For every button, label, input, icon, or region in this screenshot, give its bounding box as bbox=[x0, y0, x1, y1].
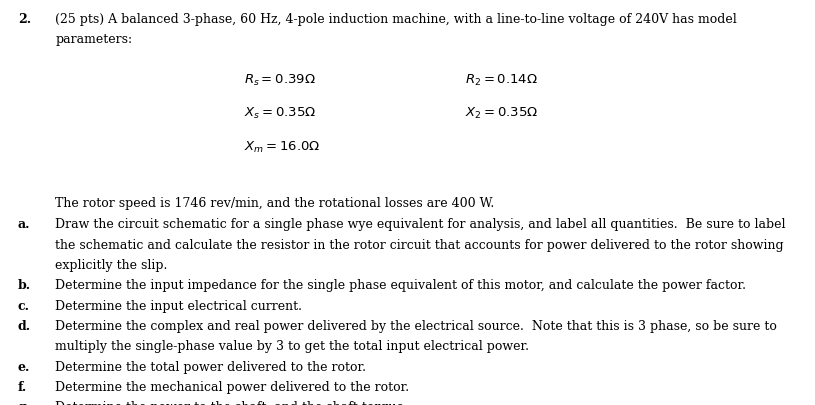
Text: g.: g. bbox=[18, 400, 31, 405]
Text: Determine the mechanical power delivered to the rotor.: Determine the mechanical power delivered… bbox=[55, 380, 410, 393]
Text: b.: b. bbox=[18, 279, 31, 292]
Text: $X_s =0.35\Omega$: $X_s =0.35\Omega$ bbox=[244, 106, 317, 121]
Text: (25 pts) A balanced 3-phase, 60 Hz, 4-pole induction machine, with a line-to-lin: (25 pts) A balanced 3-phase, 60 Hz, 4-po… bbox=[55, 13, 738, 26]
Text: Determine the power to the shaft, and the shaft torque.: Determine the power to the shaft, and th… bbox=[55, 400, 408, 405]
Text: Draw the circuit schematic for a single phase wye equivalent for analysis, and l: Draw the circuit schematic for a single … bbox=[55, 218, 786, 231]
Text: the schematic and calculate the resistor in the rotor circuit that accounts for : the schematic and calculate the resistor… bbox=[55, 238, 784, 251]
Text: Determine the input impedance for the single phase equivalent of this motor, and: Determine the input impedance for the si… bbox=[55, 279, 747, 292]
Text: a.: a. bbox=[18, 218, 30, 231]
Text: 2.: 2. bbox=[18, 13, 31, 26]
Text: Determine the total power delivered to the rotor.: Determine the total power delivered to t… bbox=[55, 360, 367, 373]
Text: f.: f. bbox=[18, 380, 27, 393]
Text: c.: c. bbox=[18, 299, 30, 312]
Text: Determine the complex and real power delivered by the electrical source.  Note t: Determine the complex and real power del… bbox=[55, 319, 778, 332]
Text: $X_m =16.0\Omega$: $X_m =16.0\Omega$ bbox=[244, 139, 321, 154]
Text: multiply the single-phase value by 3 to get the total input electrical power.: multiply the single-phase value by 3 to … bbox=[55, 339, 530, 352]
Text: The rotor speed is 1746 rev/min, and the rotational losses are 400 W.: The rotor speed is 1746 rev/min, and the… bbox=[55, 196, 495, 209]
Text: e.: e. bbox=[18, 360, 30, 373]
Text: $R_s =0.39\Omega$: $R_s =0.39\Omega$ bbox=[244, 73, 316, 88]
Text: d.: d. bbox=[18, 319, 31, 332]
Text: parameters:: parameters: bbox=[55, 33, 133, 46]
Text: $X_2 =0.35\Omega$: $X_2 =0.35\Omega$ bbox=[465, 106, 538, 121]
Text: $R_2 =0.14\Omega$: $R_2 =0.14\Omega$ bbox=[465, 73, 537, 88]
Text: explicitly the slip.: explicitly the slip. bbox=[55, 258, 168, 271]
Text: Determine the input electrical current.: Determine the input electrical current. bbox=[55, 299, 302, 312]
